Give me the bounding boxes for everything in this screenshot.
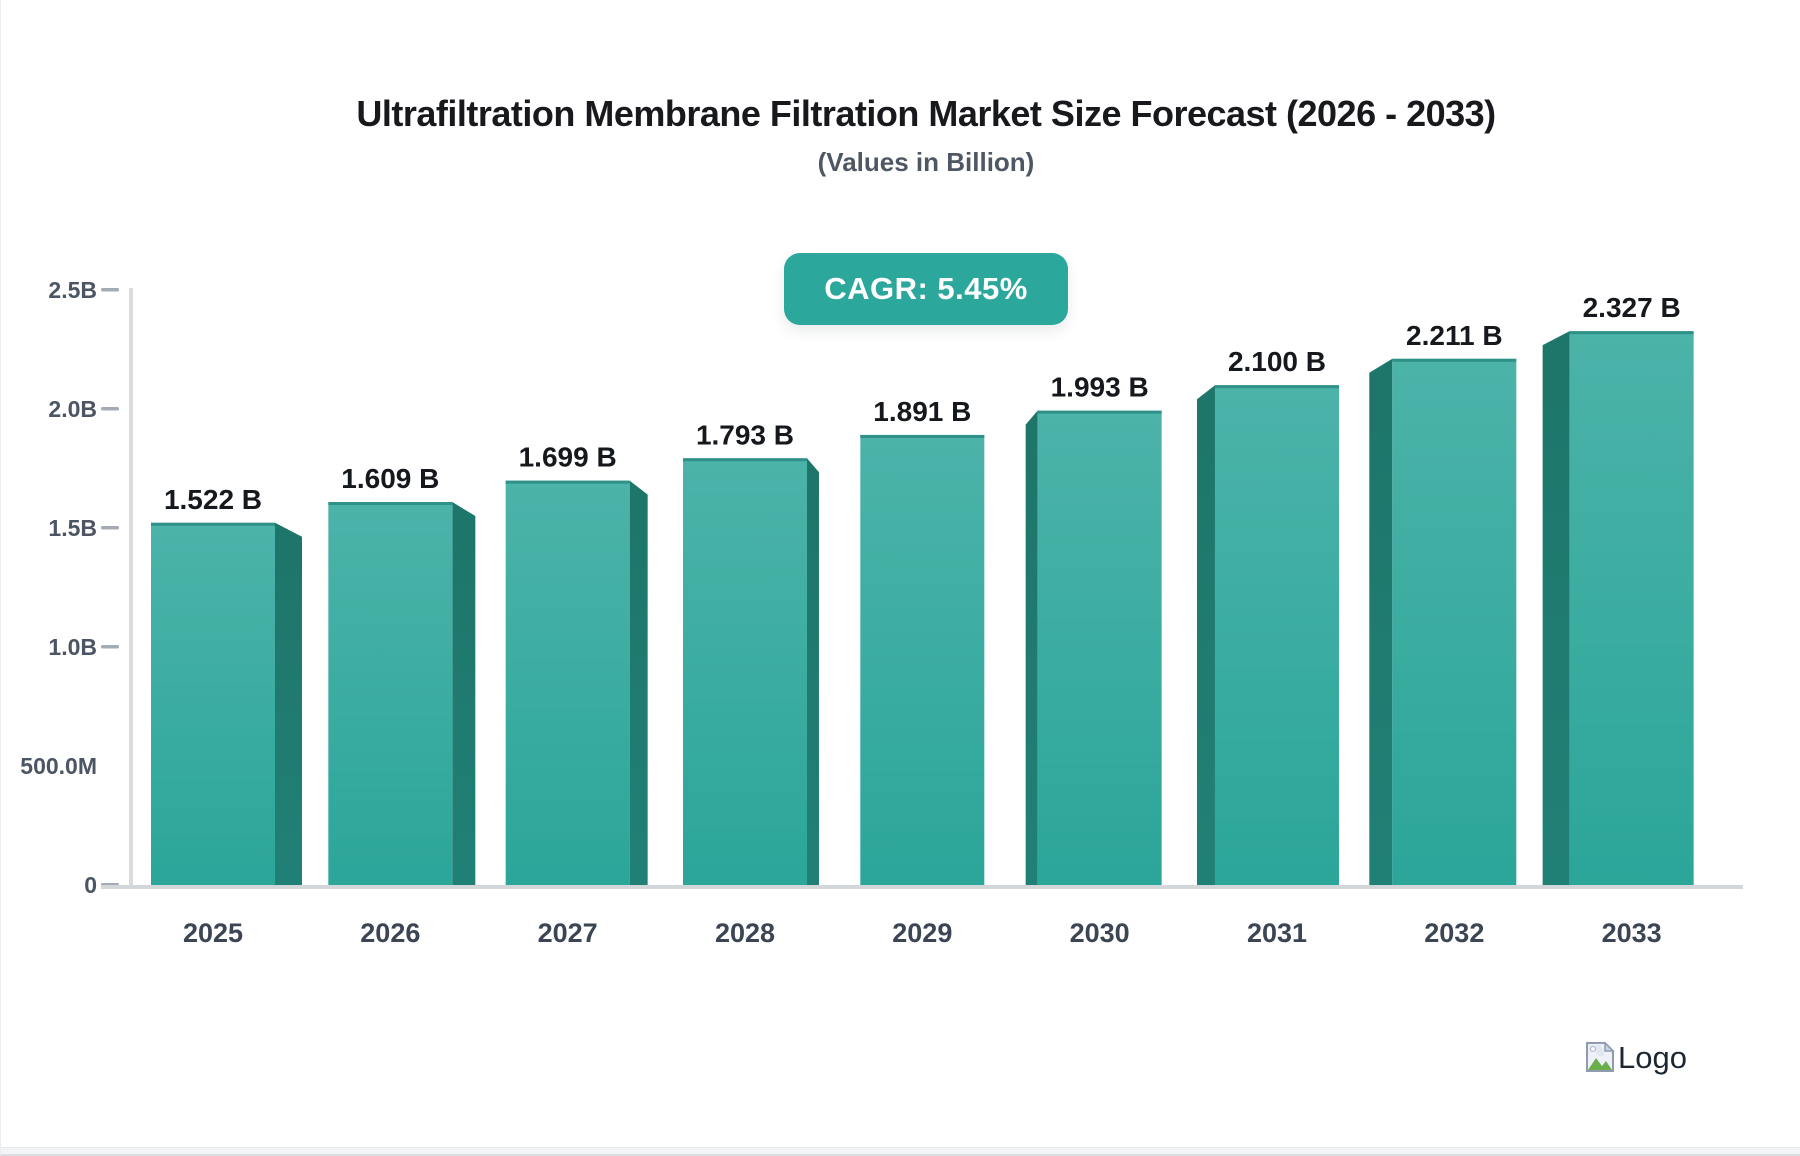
x-axis-label: 2027 — [538, 918, 598, 948]
y-axis-tick-dash — [101, 407, 119, 411]
bar-side-face — [452, 502, 476, 885]
x-axis-label: 2032 — [1424, 918, 1484, 948]
bar-top-edge — [860, 434, 985, 438]
y-axis-tick-label: 0 — [84, 872, 97, 898]
bar-top-edge — [505, 480, 630, 484]
bar-top-edge — [328, 502, 453, 506]
bar-value-label: 2.100 B — [1228, 346, 1326, 377]
x-axis-label: 2030 — [1070, 918, 1130, 948]
bar-value-label: 1.609 B — [341, 463, 439, 494]
x-axis-label: 2031 — [1247, 918, 1307, 948]
bar-value-label: 2.327 B — [1583, 292, 1681, 323]
y-axis-tick-label: 1.5B — [48, 515, 97, 541]
bar-top-edge — [151, 522, 275, 526]
bar-top-edge — [1569, 331, 1694, 335]
bar-top-edge — [682, 458, 807, 462]
bar-side-face — [1196, 385, 1215, 885]
x-axis-label: 2028 — [715, 918, 775, 948]
bar — [151, 522, 275, 885]
bar-value-label: 2.211 B — [1406, 320, 1503, 351]
bar-side-face — [629, 480, 648, 885]
bar — [1569, 331, 1694, 885]
y-axis-tick-dash — [101, 645, 119, 649]
bar-top-edge — [1214, 385, 1339, 389]
page-bottom-edge — [1, 1147, 1800, 1156]
bar-side-face — [1542, 331, 1570, 885]
y-axis-tick-dash — [101, 288, 119, 292]
chart-title: Ultrafiltration Membrane Filtration Mark… — [356, 93, 1496, 134]
bar — [1214, 385, 1339, 885]
chart-subtitle: (Values in Billion) — [817, 147, 1035, 177]
bar — [328, 502, 453, 885]
bar-value-label: 1.993 B — [1051, 372, 1149, 403]
bar-value-label: 1.891 B — [873, 396, 971, 427]
broken-image-icon — [1586, 1041, 1615, 1072]
y-axis-tick-label: 1.0B — [48, 634, 97, 660]
bar-top-edge — [1392, 358, 1517, 362]
y-axis-tick-label: 2.5B — [48, 277, 97, 303]
logo: Logo — [1584, 1040, 1687, 1076]
bar — [682, 458, 807, 885]
cagr-badge: CAGR: 5.45% — [784, 253, 1068, 325]
bar-value-label: 1.522 B — [164, 484, 262, 515]
bar — [1037, 410, 1162, 885]
y-axis-tick-label: 2.0B — [48, 396, 97, 422]
bar — [1392, 358, 1517, 886]
y-axis-tick-label: 500.0M — [20, 753, 97, 779]
bar — [860, 434, 985, 885]
x-axis-label: 2026 — [360, 918, 420, 948]
bar-side-face — [1025, 410, 1038, 885]
bar-value-label: 1.793 B — [696, 419, 794, 450]
bar-side-face — [806, 458, 819, 885]
bar-value-label: 1.699 B — [519, 442, 617, 473]
bar — [505, 480, 630, 885]
x-axis-label: 2029 — [892, 918, 952, 948]
x-axis-line — [101, 885, 1743, 889]
x-axis-label: 2033 — [1602, 918, 1662, 948]
y-axis-line — [129, 288, 133, 889]
bar-side-face — [1369, 358, 1393, 886]
bar-side-face — [275, 522, 302, 885]
cagr-badge-band: CAGR: 5.45% — [51, 253, 1800, 325]
bar-top-edge — [1037, 410, 1162, 414]
x-axis-label: 2025 — [183, 918, 243, 948]
y-axis-tick-dash — [101, 526, 119, 530]
logo-text: Logo — [1618, 1040, 1687, 1075]
